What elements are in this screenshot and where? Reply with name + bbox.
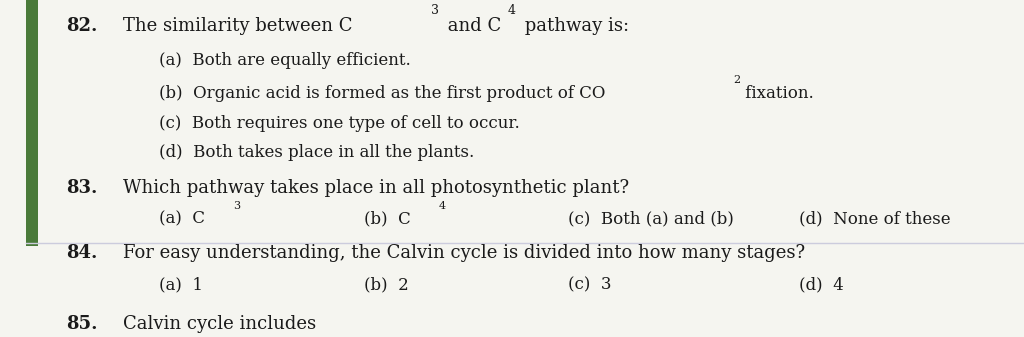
Text: 2: 2 bbox=[733, 75, 740, 85]
Text: 3: 3 bbox=[431, 4, 439, 17]
Text: (a)  Both are equally efficient.: (a) Both are equally efficient. bbox=[159, 52, 411, 69]
Text: 4: 4 bbox=[508, 4, 516, 17]
Text: fixation.: fixation. bbox=[740, 85, 814, 102]
Text: 83.: 83. bbox=[67, 179, 98, 196]
FancyBboxPatch shape bbox=[26, 0, 38, 246]
Text: and C: and C bbox=[442, 17, 502, 35]
Text: The similarity between C: The similarity between C bbox=[123, 17, 352, 35]
Text: 84.: 84. bbox=[67, 244, 98, 262]
Text: 85.: 85. bbox=[67, 315, 98, 333]
Text: (d)  4: (d) 4 bbox=[799, 276, 844, 293]
Text: (c)  Both requires one type of cell to occur.: (c) Both requires one type of cell to oc… bbox=[159, 115, 519, 131]
Text: (b)  C: (b) C bbox=[364, 211, 411, 227]
Text: (b)  Organic acid is formed as the first product of CO: (b) Organic acid is formed as the first … bbox=[159, 85, 605, 102]
Text: 3: 3 bbox=[233, 201, 241, 211]
Text: For easy understanding, the Calvin cycle is divided into how many stages?: For easy understanding, the Calvin cycle… bbox=[123, 244, 805, 262]
Text: Which pathway takes place in all photosynthetic plant?: Which pathway takes place in all photosy… bbox=[123, 179, 629, 196]
Text: (a)  C: (a) C bbox=[159, 211, 205, 227]
Text: pathway is:: pathway is: bbox=[519, 17, 630, 35]
Text: (b)  2: (b) 2 bbox=[364, 276, 409, 293]
Text: 4: 4 bbox=[438, 201, 445, 211]
Text: (d)  None of these: (d) None of these bbox=[799, 211, 950, 227]
Text: (c)  Both (a) and (b): (c) Both (a) and (b) bbox=[568, 211, 734, 227]
Text: (c)  3: (c) 3 bbox=[568, 276, 611, 293]
Text: Calvin cycle includes: Calvin cycle includes bbox=[123, 315, 316, 333]
Text: (a)  1: (a) 1 bbox=[159, 276, 203, 293]
Text: (d)  Both takes place in all the plants.: (d) Both takes place in all the plants. bbox=[159, 144, 474, 161]
Text: 82.: 82. bbox=[67, 17, 98, 35]
